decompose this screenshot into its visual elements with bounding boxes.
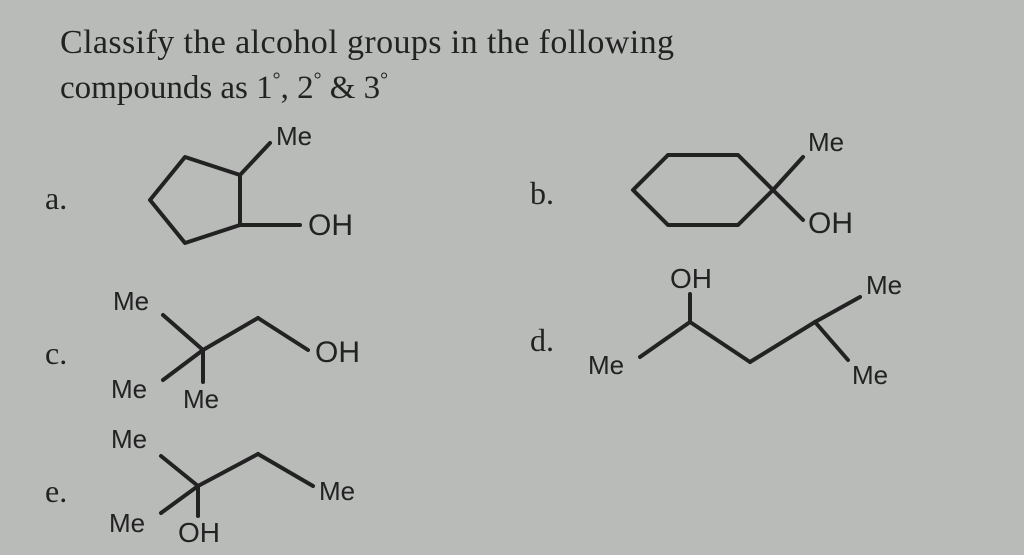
option-a-oh-text: OH <box>308 209 353 242</box>
option-e: e. Me Me OH Me <box>45 418 445 553</box>
option-b-structure: Me OH <box>578 115 938 265</box>
option-a-label: a. <box>45 180 67 217</box>
option-c-me1-text: Me <box>113 286 149 316</box>
question-heading-line2: compounds as 1°, 2° & 3° <box>60 69 984 107</box>
question-heading-line1: Classify the alcohol groups in the follo… <box>60 22 984 65</box>
option-c-me3-text: Me <box>183 384 219 414</box>
option-a-structure: Me OH <box>90 125 420 265</box>
option-c-label: c. <box>45 335 67 372</box>
option-d-me2-text: Me <box>866 270 902 300</box>
option-e-label: e. <box>45 473 67 510</box>
option-c-oh-text: OH <box>315 336 360 369</box>
option-d-oh-text: OH <box>670 263 712 294</box>
option-b-label: b. <box>530 175 554 212</box>
option-c: c. Me Me Me OH <box>45 280 445 415</box>
option-c-structure: Me Me Me OH <box>83 280 443 415</box>
option-b: b. Me OH <box>530 115 950 265</box>
option-a: a. Me OH <box>45 125 425 265</box>
option-c-me2-text: Me <box>111 374 147 404</box>
option-d-me3-text: Me <box>852 360 888 390</box>
option-d-me1-text: Me <box>588 350 624 380</box>
option-d: d. Me OH Me Me <box>530 262 970 412</box>
option-e-oh-text: OH <box>178 517 220 548</box>
option-d-structure: Me OH Me Me <box>570 262 970 412</box>
option-e-me1-text: Me <box>111 424 147 454</box>
option-b-me-text: Me <box>808 127 844 157</box>
option-d-label: d. <box>530 322 554 359</box>
option-e-me2-text: Me <box>109 508 145 538</box>
option-e-structure: Me Me OH Me <box>83 418 443 553</box>
page: Classify the alcohol groups in the follo… <box>0 0 1024 555</box>
option-a-me-text: Me <box>276 125 312 151</box>
option-e-me3-text: Me <box>319 476 355 506</box>
option-b-oh-text: OH <box>808 207 853 240</box>
